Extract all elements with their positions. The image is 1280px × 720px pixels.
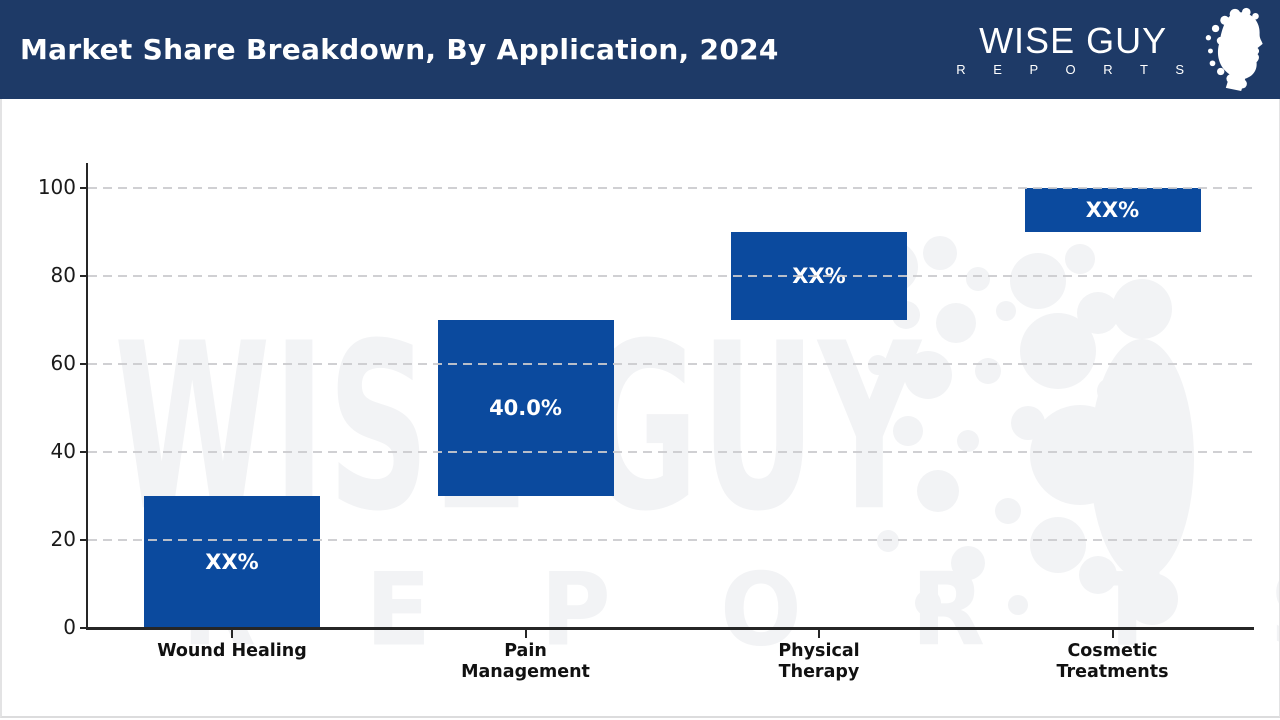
y-tick-20: [80, 539, 88, 541]
header-band: Market Share Breakdown, By Application, …: [0, 0, 1280, 99]
x-tick-wound-healing: [231, 630, 233, 638]
bar-pain-management: [437, 320, 614, 496]
y-tick-label-100: 100: [37, 175, 76, 199]
x-tick-pain-management: [524, 630, 527, 638]
y-tick-label-0: 0: [63, 615, 76, 639]
logo-text: WISE GUY R E P O R T S: [950, 20, 1196, 77]
x-tick-cosmetic-treatments: [1111, 630, 1114, 638]
logo-wordmark: WISE GUY: [979, 20, 1168, 61]
y-tick-0: [80, 627, 88, 629]
wise-guy-reports-logo: WISE GUY R E P O R T S: [950, 7, 1280, 93]
bar-wound-healing: [144, 496, 320, 628]
y-tick-60: [80, 363, 88, 365]
y-tick-label-40: 40: [50, 439, 76, 463]
y-tick-label-80: 80: [50, 263, 76, 287]
page-title: Market Share Breakdown, By Application, …: [20, 33, 779, 66]
y-tick-100: [80, 187, 88, 189]
y-tick-label-20: 20: [50, 527, 76, 551]
x-axis-spine: [86, 627, 1254, 630]
y-tick-80: [80, 275, 88, 277]
x-tick-label-pain-management: Pain Management: [461, 641, 590, 682]
bar-value-label-pain-management: 40.0%: [489, 396, 562, 420]
x-tick-label-cosmetic-treatments: Cosmetic Treatments: [1056, 641, 1169, 682]
y-tick-40: [80, 451, 88, 453]
bar-value-label-cosmetic-treatments: XX%: [1085, 198, 1140, 222]
gridline-60: [88, 363, 1254, 365]
gridline-40: [88, 451, 1254, 453]
x-tick-physical-therapy: [818, 630, 820, 638]
logo-face-icon: [1205, 7, 1263, 91]
chart-area: WISE GUY R E P O R T S 0 20 40 60 80 100: [0, 99, 1280, 718]
bar-cosmetic-treatments: [1024, 188, 1201, 232]
bar-value-label-wound-healing: XX%: [205, 550, 259, 574]
x-tick-label-physical-therapy: Physical Therapy: [778, 641, 860, 682]
gridline-20: [88, 539, 1254, 541]
y-tick-label-60: 60: [50, 351, 76, 375]
gridline-80: [88, 275, 1254, 277]
x-tick-label-wound-healing: Wound Healing: [157, 641, 307, 661]
gridline-100: [88, 187, 1254, 189]
logo-subtitle: R E P O R T S: [956, 62, 1196, 77]
y-axis-spine: [86, 163, 88, 629]
